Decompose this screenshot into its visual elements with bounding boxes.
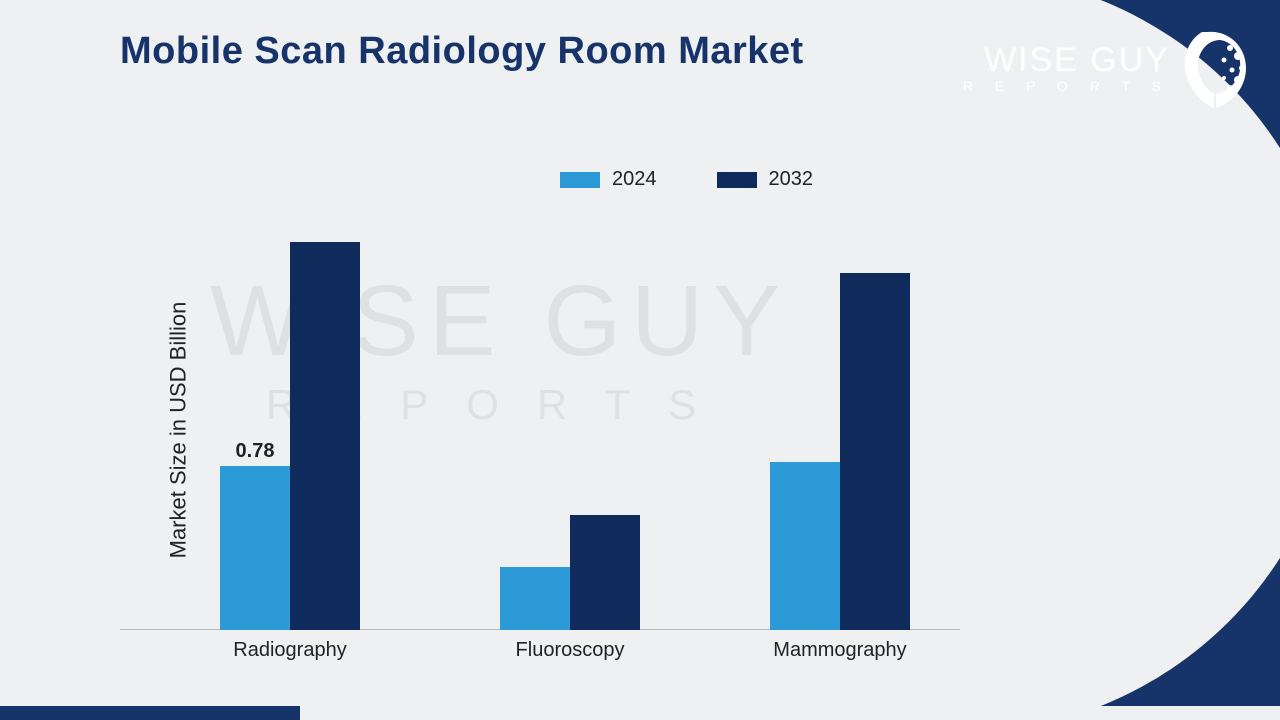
bar <box>290 242 360 631</box>
chart-area: Market Size in USD Billion 0.78Radiograp… <box>80 190 960 670</box>
bottom-accent-bar <box>0 706 300 720</box>
bar <box>770 462 840 630</box>
brand-logo: WISE GUY R E P O R T S <box>963 30 1250 110</box>
chart-title: Mobile Scan Radiology Room Market <box>120 30 804 73</box>
legend-label-2024: 2024 <box>612 168 657 191</box>
bar: 0.78 <box>220 466 290 630</box>
bar-group: Fluoroscopy <box>500 515 640 631</box>
legend-label-2032: 2032 <box>769 168 814 191</box>
category-label: Mammography <box>740 639 940 662</box>
bar-group: Mammography <box>770 273 910 630</box>
category-label: Radiography <box>190 639 390 662</box>
legend-item-2024: 2024 <box>560 168 657 191</box>
brand-logo-text: WISE GUY R E P O R T S <box>963 43 1170 97</box>
bar <box>500 567 570 630</box>
bar-value-label: 0.78 <box>220 440 290 463</box>
legend-swatch-2024 <box>560 172 600 188</box>
legend: 2024 2032 <box>560 168 813 191</box>
legend-swatch-2032 <box>717 172 757 188</box>
category-label: Fluoroscopy <box>470 639 670 662</box>
brand-logo-sub: R E P O R T S <box>963 77 1170 97</box>
bar <box>570 515 640 631</box>
bar <box>840 273 910 630</box>
plot-area: 0.78Radiography Fluoroscopy Mammography <box>120 210 960 630</box>
brand-logo-main: WISE GUY <box>963 43 1170 77</box>
brand-head-icon <box>1180 30 1250 110</box>
legend-item-2032: 2032 <box>717 168 814 191</box>
bar-group: 0.78Radiography <box>220 242 360 631</box>
